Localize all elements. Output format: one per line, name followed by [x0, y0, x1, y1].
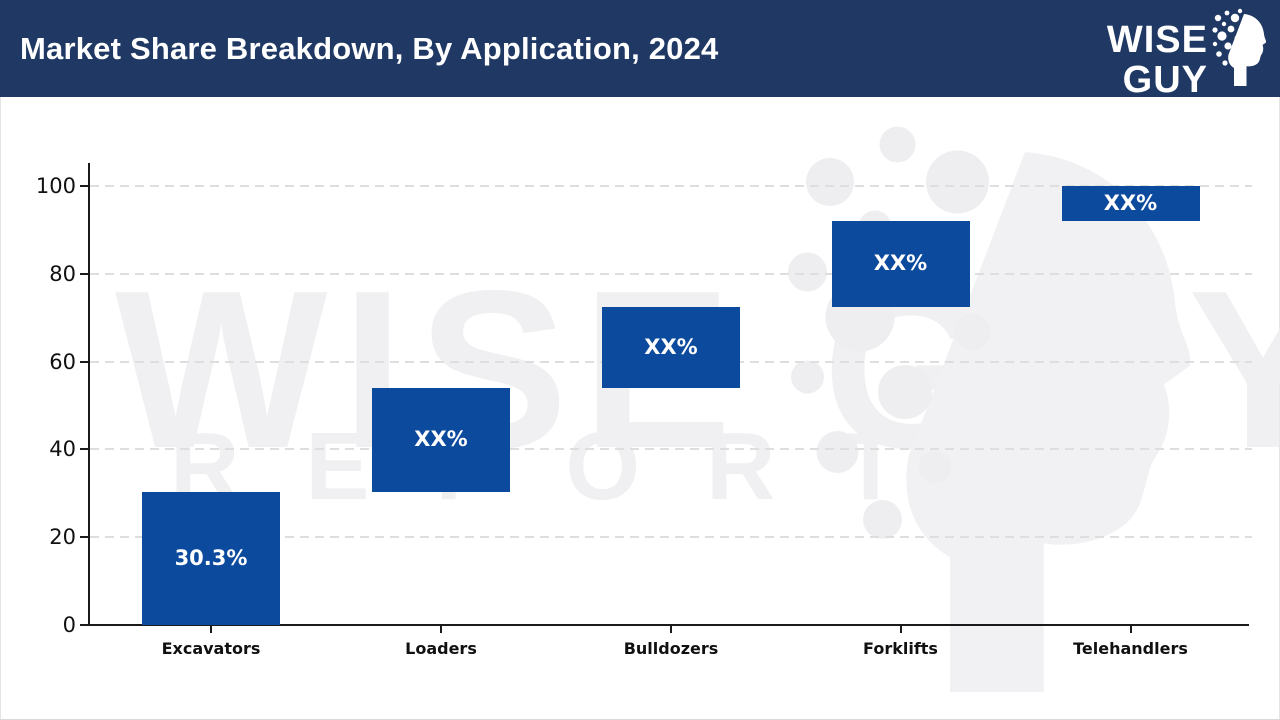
y-tick-label-80: 80 — [49, 261, 76, 286]
y-tick-mark-80 — [80, 272, 88, 275]
y-tick-mark-60 — [80, 360, 88, 363]
x-axis-label-loaders: Loaders — [405, 639, 477, 658]
logo-text-line1: WISE GUY — [1106, 19, 1208, 101]
logo-text-line2: REPORTS — [1069, 103, 1218, 119]
y-tick-mark-100 — [80, 185, 88, 187]
x-axis-label-telehandlers: Telehandlers — [1073, 639, 1188, 658]
bar-value-label: 30.3% — [174, 545, 248, 570]
y-tick-label-0: 0 — [62, 613, 76, 637]
bar-excavators: 30.3% — [142, 491, 280, 625]
gridline-20 — [90, 536, 1252, 539]
x-tick-mark-loaders — [440, 626, 442, 633]
y-tick-label-40: 40 — [49, 437, 76, 462]
bar-telehandlers: XX% — [1061, 186, 1200, 221]
bar-bulldozers: XX% — [602, 307, 740, 388]
logo-wordmark: WISE GUY REPORTS — [1026, 20, 1208, 120]
x-axis-label-bulldozers: Bulldozers — [623, 639, 719, 658]
y-tick-label-20: 20 — [49, 525, 76, 550]
x-axis-label-excavators: Excavators — [161, 639, 261, 658]
y-axis-line — [88, 163, 90, 626]
gridline-40 — [90, 448, 1252, 451]
y-tick-mark-40 — [80, 448, 88, 451]
gridline-100 — [90, 185, 1252, 187]
x-axis-label-forklifts: Forklifts — [863, 639, 938, 658]
bar-value-label: XX% — [644, 335, 698, 360]
bar-value-label: XX% — [414, 427, 468, 452]
bar-value-label: XX% — [1103, 190, 1158, 215]
bar-forklifts: XX% — [831, 220, 970, 308]
logo-head-icon — [1212, 8, 1266, 86]
x-tick-mark-forklifts — [899, 626, 902, 633]
header-bar: Market Share Breakdown, By Application, … — [0, 0, 1280, 119]
x-axis-line — [86, 624, 1249, 626]
watermark-text-line2: REPORTS — [170, 413, 1097, 520]
gridline-80 — [90, 272, 1252, 275]
y-tick-mark-0 — [80, 624, 88, 626]
y-tick-label-100: 100 — [35, 174, 76, 198]
wise-guy-logo: WISE GUY REPORTS — [1026, 6, 1266, 119]
y-tick-mark-20 — [80, 536, 88, 539]
bar-value-label: XX% — [873, 251, 928, 276]
x-tick-mark-bulldozers — [670, 626, 672, 633]
x-tick-mark-telehandlers — [1129, 626, 1132, 633]
bar-loaders: XX% — [372, 387, 510, 492]
chart-title: Market Share Breakdown, By Application, … — [20, 30, 719, 66]
x-tick-mark-excavators — [210, 626, 212, 633]
y-tick-label-60: 60 — [49, 349, 76, 374]
